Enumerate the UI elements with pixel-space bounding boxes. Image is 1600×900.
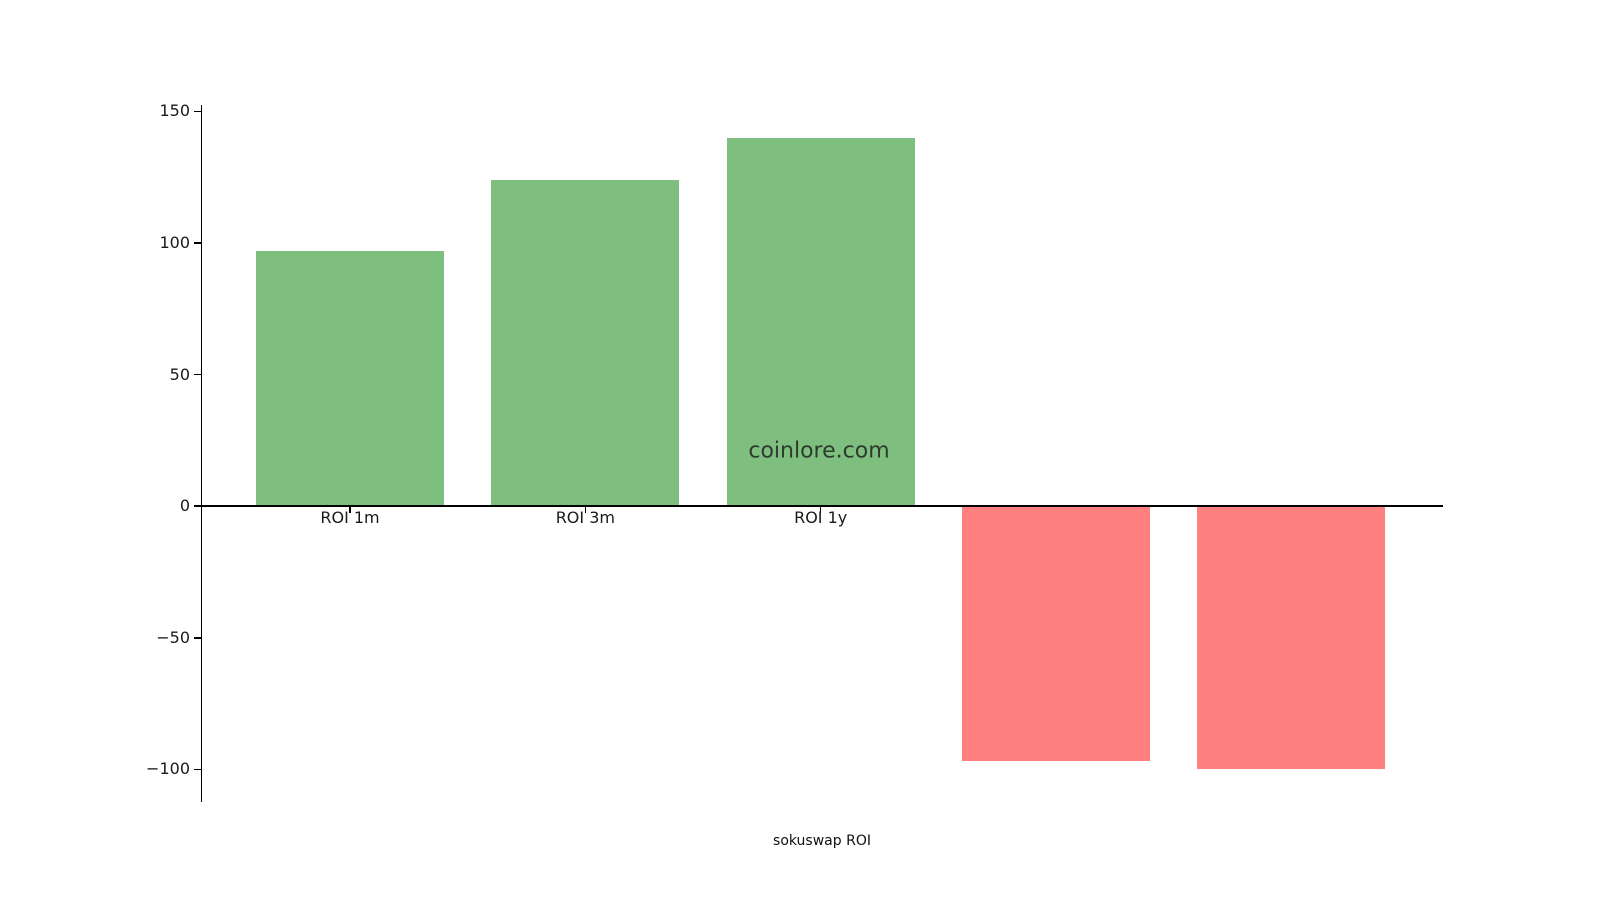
bar-bar-4 xyxy=(961,506,1150,762)
bar-roi-3m xyxy=(491,179,680,507)
y-tick-mark xyxy=(193,373,201,376)
x-tick-mark xyxy=(349,506,351,514)
y-tick-mark xyxy=(193,505,201,507)
y-axis-spine xyxy=(200,105,202,802)
watermark-text: coinlore.com xyxy=(748,438,890,464)
y-tick-mark xyxy=(193,110,201,113)
x-tick-label: ROI 1m xyxy=(320,507,380,527)
x-tick-label: ROI 1y xyxy=(794,507,848,527)
y-tick-label: −50 xyxy=(156,627,190,647)
x-axis-zero-line xyxy=(200,505,1443,507)
bar-roi-1y xyxy=(726,137,915,507)
bar-bar-5 xyxy=(1197,506,1386,770)
y-tick-mark xyxy=(193,768,201,771)
x-tick-mark xyxy=(584,506,587,514)
x-tick-label: ROI 3m xyxy=(555,507,615,527)
y-tick-label: 150 xyxy=(159,101,190,121)
y-tick-label: 0 xyxy=(179,496,190,516)
y-tick-label: 100 xyxy=(159,232,190,252)
bar-roi-1m xyxy=(256,250,444,507)
y-tick-mark xyxy=(193,242,201,244)
y-tick-label: 50 xyxy=(169,364,190,384)
y-tick-label: −100 xyxy=(146,759,190,779)
x-axis-title: sokuswap ROI xyxy=(773,833,871,849)
y-tick-mark xyxy=(193,637,201,639)
x-tick-mark xyxy=(819,506,822,514)
